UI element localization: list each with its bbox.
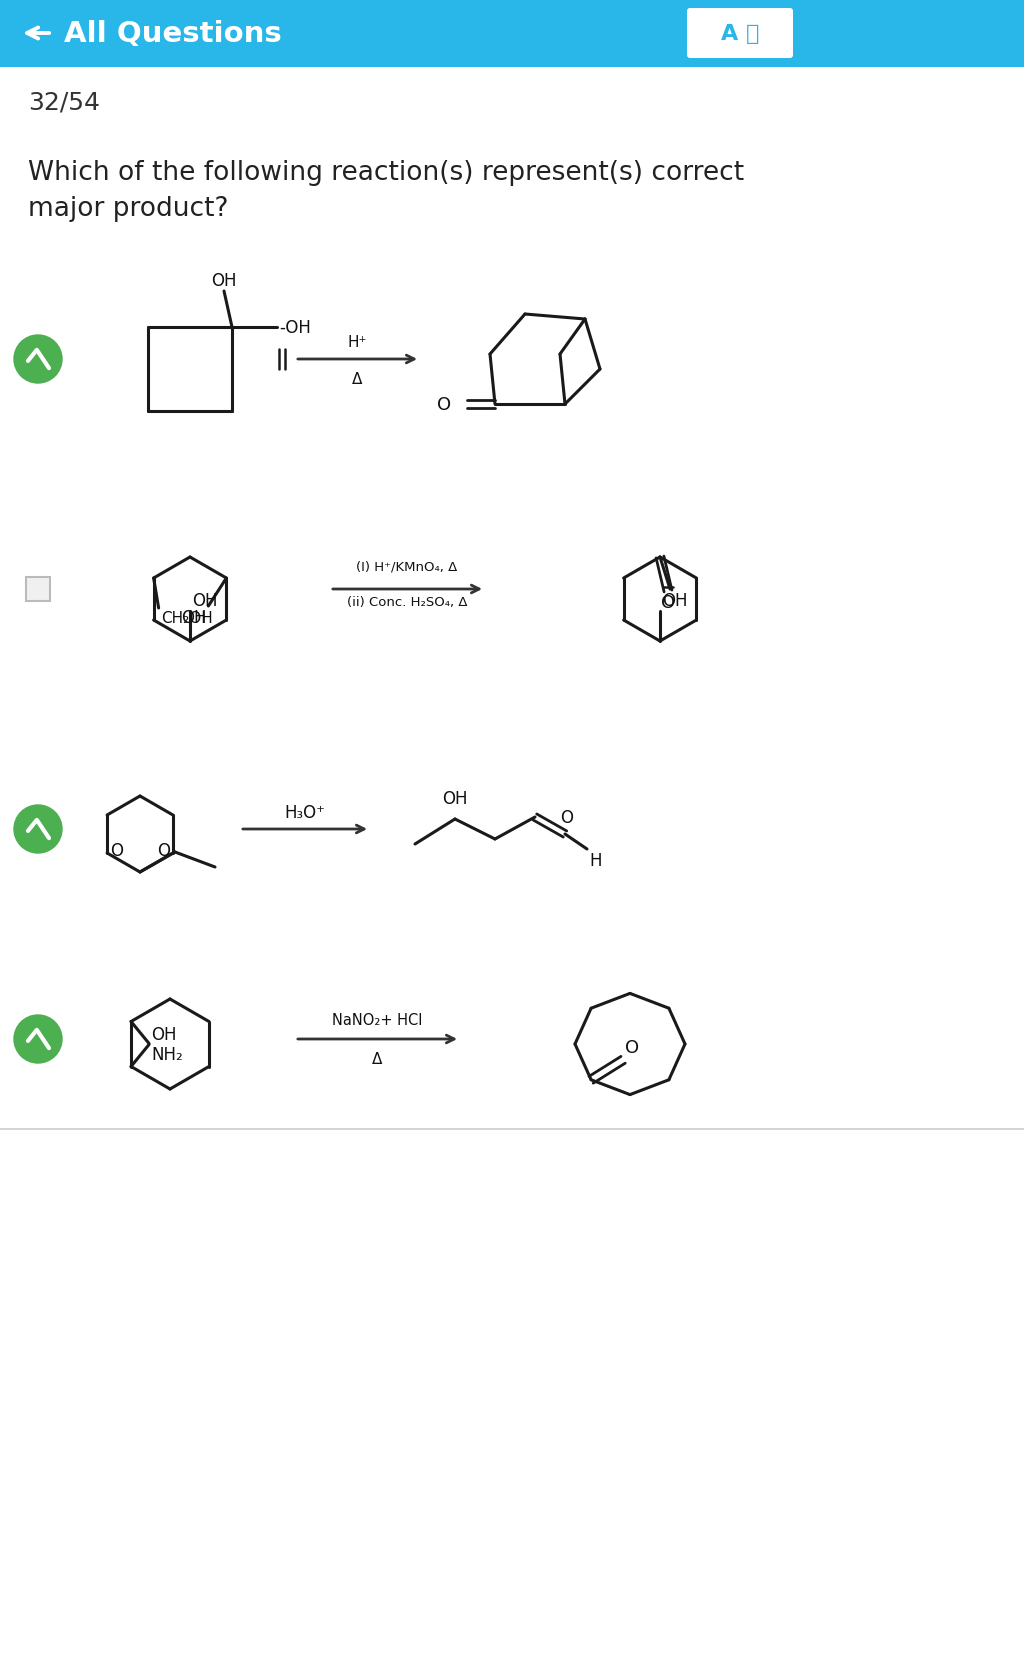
Text: OH: OH [193,592,217,609]
Text: OH: OH [151,1026,176,1042]
Text: OH: OH [181,609,207,627]
Text: H₃O⁺: H₃O⁺ [285,803,326,821]
Text: (ii) Conc. H₂SO₄, Δ: (ii) Conc. H₂SO₄, Δ [347,596,467,609]
Bar [0,0,1024,69]
Text: Which of the following reaction(s) represent(s) correct: Which of the following reaction(s) repre… [28,161,744,186]
Circle shape [14,1016,62,1064]
Text: OH: OH [662,592,687,609]
Text: -OH: -OH [279,320,311,336]
Text: OH: OH [211,271,237,289]
Text: O: O [660,594,675,612]
Text: O: O [625,1039,639,1056]
Text: major product?: major product? [28,196,228,223]
Text: Δ: Δ [372,1051,382,1066]
Text: (I) H⁺/KMnO₄, Δ: (I) H⁺/KMnO₄, Δ [356,560,458,574]
Text: H: H [589,852,601,870]
Text: A 文: A 文 [721,23,759,43]
Text: All Questions: All Questions [63,20,282,49]
Text: NaNO₂+ HCl: NaNO₂+ HCl [332,1012,422,1027]
FancyBboxPatch shape [687,8,793,59]
Text: H⁺: H⁺ [347,335,367,350]
Text: NH₂: NH₂ [151,1046,182,1064]
Text: O: O [437,397,451,413]
Text: CH₂OH: CH₂OH [161,611,212,626]
Text: O: O [157,842,170,860]
Text: O: O [111,842,123,860]
Text: Δ: Δ [352,371,362,386]
Circle shape [14,336,62,383]
Circle shape [14,805,62,853]
Text: 32/54: 32/54 [28,90,100,114]
Text: O: O [560,808,573,826]
Bar [26,577,50,602]
Text: OH: OH [442,790,468,808]
